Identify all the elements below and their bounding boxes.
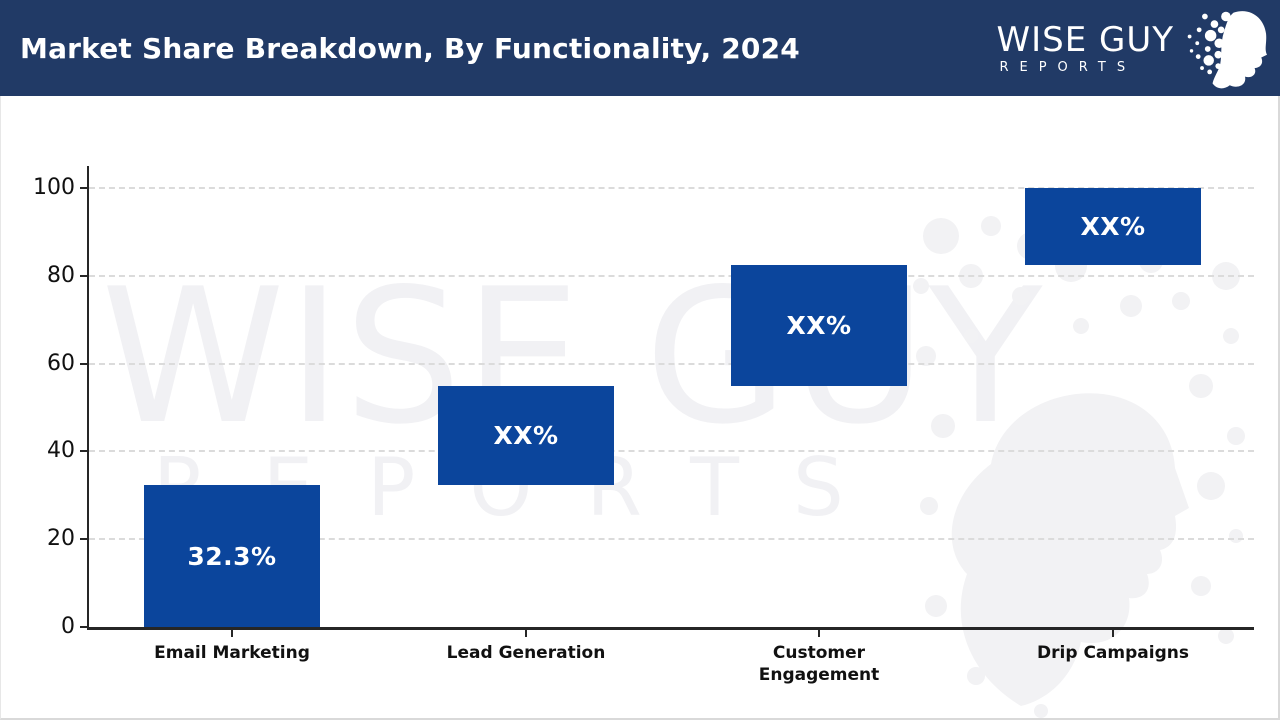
x-tick-mark bbox=[1112, 630, 1114, 637]
y-tick-label: 0 bbox=[61, 614, 75, 639]
x-tick-mark bbox=[818, 630, 820, 637]
x-axis-line bbox=[87, 627, 1254, 630]
bar-value-label: XX% bbox=[1080, 211, 1146, 241]
bar-value-label: 32.3% bbox=[187, 541, 277, 571]
x-tick-mark bbox=[525, 630, 527, 637]
y-tick-mark bbox=[80, 362, 89, 365]
bar-value-label: XX% bbox=[493, 421, 559, 451]
y-tick-label: 40 bbox=[47, 438, 75, 464]
gridline-100 bbox=[89, 187, 1254, 189]
logo-text: WISE GUY REPORTS bbox=[996, 22, 1174, 75]
y-tick-label: 60 bbox=[47, 350, 75, 376]
plot-area: 0 20 40 60 80 100 32.3% Email Marketing XX% Lead … bbox=[1, 96, 1280, 720]
x-category-label: Email Marketing bbox=[154, 643, 310, 663]
x-tick-mark bbox=[231, 630, 233, 637]
wise-guy-reports-logo: WISE GUY REPORTS bbox=[996, 4, 1272, 92]
head-silhouette-icon bbox=[1187, 11, 1267, 89]
gridline-60 bbox=[89, 362, 1254, 365]
gridline-20 bbox=[89, 538, 1254, 541]
gridline-80 bbox=[89, 274, 1254, 277]
bar-segment-1: XX% bbox=[438, 385, 614, 486]
logo-wordmark: WISE GUY bbox=[996, 19, 1174, 60]
y-tick-mark bbox=[80, 626, 89, 628]
y-tick-mark bbox=[80, 450, 89, 453]
x-category-label: Lead Generation bbox=[446, 643, 606, 663]
bar-segment-2: XX% bbox=[731, 264, 907, 386]
y-tick-mark bbox=[80, 538, 89, 541]
y-tick-label: 20 bbox=[47, 526, 75, 552]
page-title: Market Share Breakdown, By Functionality… bbox=[20, 31, 800, 65]
y-tick-label: 100 bbox=[33, 175, 75, 200]
y-axis-line bbox=[87, 166, 89, 630]
gridline-40 bbox=[89, 450, 1254, 453]
logo-subtext: REPORTS bbox=[999, 59, 1137, 75]
bar-segment-0: 32.3% bbox=[144, 485, 320, 627]
bar-segment-3: XX% bbox=[1025, 188, 1201, 265]
x-category-label: Customer Engagement bbox=[758, 643, 880, 685]
x-category-label: Drip Campaigns bbox=[1037, 643, 1189, 663]
chart-area: WISE GUY REPORTS 0 20 40 60 80 100 32.3% Email … bbox=[0, 96, 1280, 720]
header-bar: Market Share Breakdown, By Functionality… bbox=[0, 0, 1280, 96]
bar-value-label: XX% bbox=[786, 310, 852, 340]
y-tick-mark bbox=[80, 274, 89, 277]
y-tick-mark bbox=[80, 187, 89, 189]
y-tick-label: 80 bbox=[47, 262, 75, 288]
